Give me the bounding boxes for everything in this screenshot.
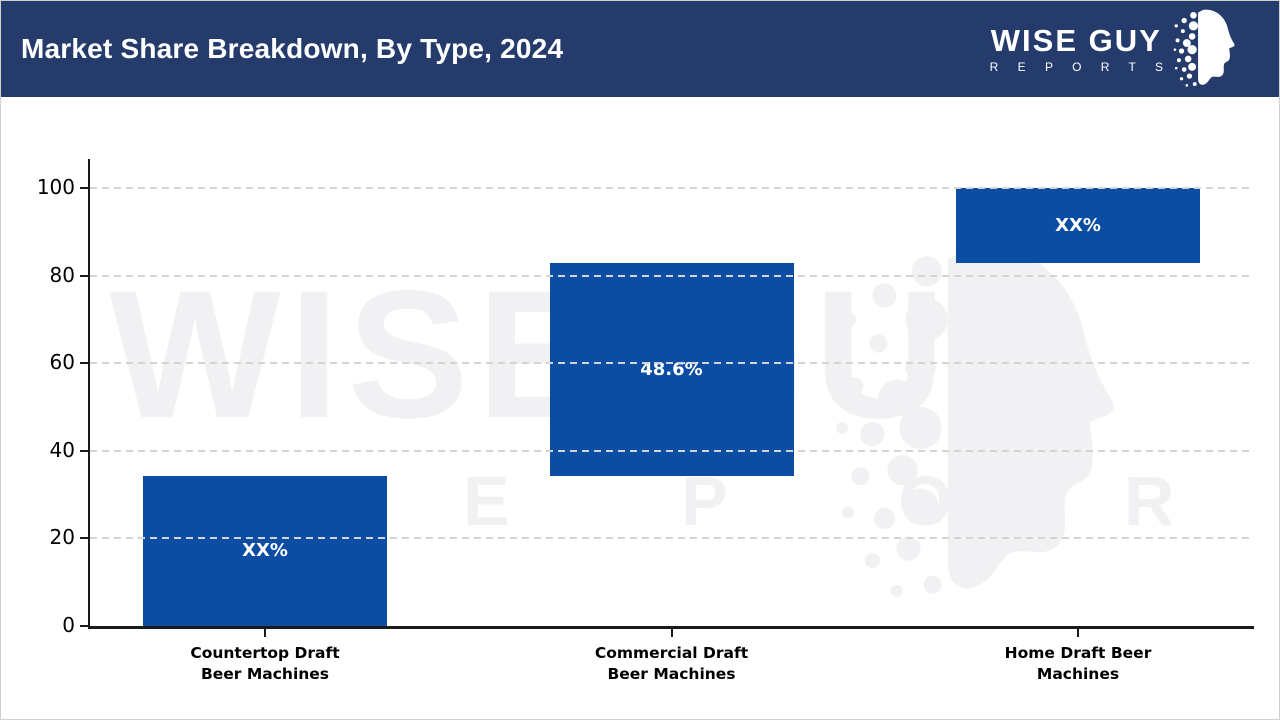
- bar-value-label: XX%: [1055, 214, 1101, 236]
- gridline: [89, 362, 1254, 365]
- y-tick-mark: [79, 449, 88, 452]
- y-tick-label: 100: [36, 175, 75, 199]
- category-label: Countertop Draft Beer Machines: [95, 643, 435, 685]
- y-tick-mark: [79, 537, 88, 540]
- brand-subtitle: R E P O R T S: [989, 59, 1171, 74]
- plot-area: 0 20 40 60 80 100 XX% Countertop Draft Beer Mach…: [1, 97, 1279, 719]
- market-share-bar: XX%: [143, 475, 387, 626]
- market-share-bar: XX%: [956, 188, 1200, 263]
- x-tick-mark: [670, 629, 673, 637]
- category-label-line: Home Draft Beer: [1004, 644, 1152, 662]
- y-tick-mark: [79, 625, 88, 627]
- y-axis-line: [87, 159, 90, 629]
- category-label-line: Beer Machines: [607, 664, 736, 683]
- y-tick-mark: [79, 274, 88, 277]
- bar-value-label: XX%: [242, 540, 288, 562]
- category-label-line: Commercial Draft: [594, 644, 749, 662]
- brand-logo-text: WISE GUY R E P O R T S: [990, 25, 1163, 74]
- brand-name: WISE GUY: [990, 22, 1162, 58]
- y-tick-label: 20: [49, 525, 75, 550]
- gridline: [89, 187, 1254, 189]
- category-label-line: Beer Machines: [200, 664, 330, 683]
- y-tick-label: 80: [49, 262, 75, 287]
- category-label-line: Countertop Draft: [190, 644, 340, 662]
- category-label: Home Draft Beer Machines: [908, 643, 1248, 685]
- dotted-head-icon: [1173, 9, 1235, 87]
- page-title: Market Share Breakdown, By Type, 2024: [21, 33, 564, 64]
- market-share-bar: 48.6%: [549, 262, 794, 476]
- y-tick-label: 40: [49, 437, 75, 462]
- x-tick-mark: [264, 629, 266, 637]
- x-axis-line: [87, 626, 1254, 629]
- y-tick-label: 0: [62, 613, 75, 637]
- y-tick-label: 60: [49, 350, 75, 375]
- x-tick-mark: [1077, 629, 1079, 637]
- brand-logo: WISE GUY R E P O R T S: [990, 6, 1251, 92]
- category-label-line: Machines: [1036, 664, 1120, 683]
- category-label: Commercial Draft Beer Machines: [502, 643, 842, 685]
- gridline: [89, 274, 1254, 277]
- y-tick-mark: [79, 187, 88, 189]
- y-tick-mark: [79, 362, 88, 365]
- gridline: [89, 449, 1254, 452]
- gridline: [89, 537, 1254, 540]
- header-bar: Market Share Breakdown, By Type, 2024 WI…: [1, 1, 1279, 97]
